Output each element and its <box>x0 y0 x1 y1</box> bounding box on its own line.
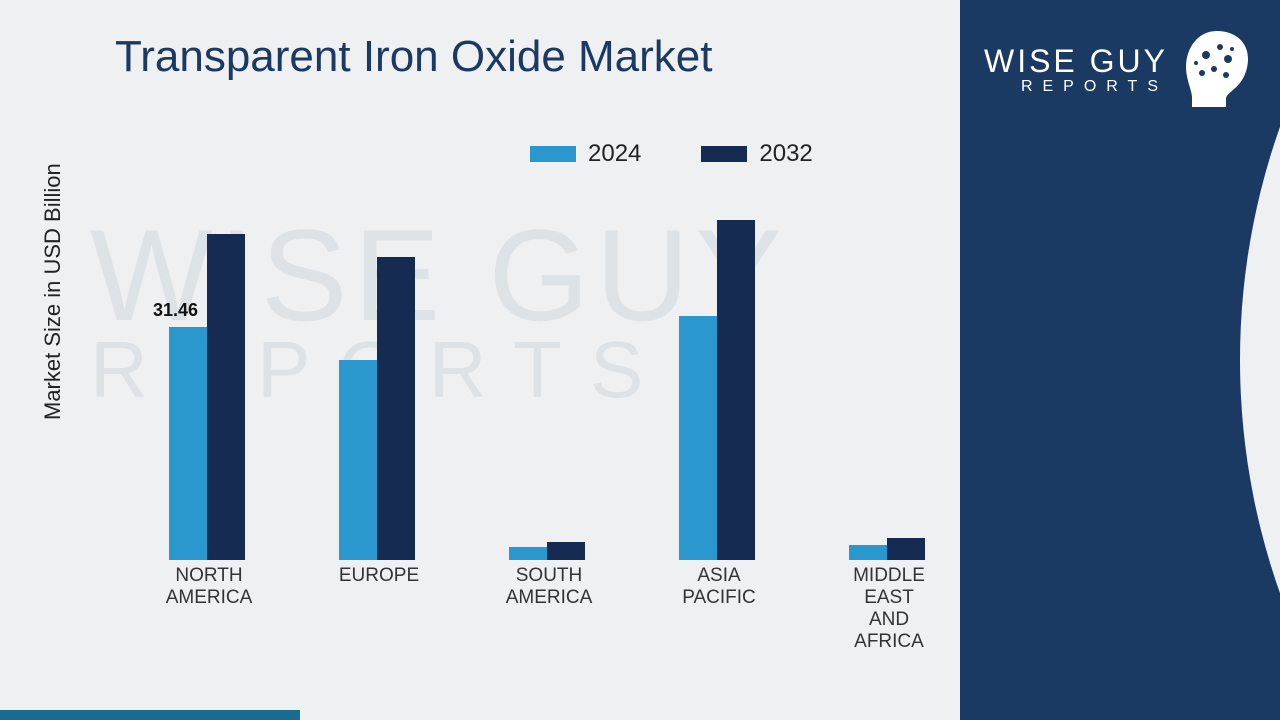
bar <box>887 538 925 560</box>
legend: 2024 2032 <box>530 140 813 168</box>
bar <box>377 257 415 560</box>
bar-group <box>499 190 599 560</box>
legend-item-2024: 2024 <box>530 140 641 168</box>
bar-group <box>329 190 429 560</box>
bar-group <box>839 190 939 560</box>
logo-line1: WISE GUY <box>984 43 1168 80</box>
bar <box>169 327 207 560</box>
x-axis-label: EUROPE <box>304 565 454 587</box>
logo-head-icon <box>1182 29 1252 109</box>
bar <box>717 220 755 560</box>
legend-swatch-2024 <box>530 146 576 162</box>
bar-group <box>669 190 769 560</box>
legend-label-2032: 2032 <box>759 140 812 168</box>
x-axis-label: ASIAPACIFIC <box>644 565 794 609</box>
x-axis-label: MIDDLEEASTANDAFRICA <box>814 565 964 652</box>
logo-text: WISE GUY REPORTS <box>984 43 1168 96</box>
bar <box>207 234 245 560</box>
wiseguy-logo: WISE GUY REPORTS <box>982 24 1252 114</box>
bar-group: 31.46 <box>159 190 259 560</box>
legend-label-2024: 2024 <box>588 140 641 168</box>
bar-value-label: 31.46 <box>153 300 198 321</box>
x-axis-label: SOUTHAMERICA <box>474 565 624 609</box>
legend-item-2032: 2032 <box>701 140 812 168</box>
bar <box>679 316 717 560</box>
plot-area: 31.46 <box>122 190 972 560</box>
bar <box>509 547 547 560</box>
logo-line2: REPORTS <box>984 78 1168 96</box>
bar <box>547 542 585 561</box>
legend-swatch-2032 <box>701 146 747 162</box>
bar <box>339 360 377 560</box>
infographic-stage: WISE GUY REPORTS Transparent Iron Oxide … <box>0 0 1280 720</box>
bottom-accent-bar <box>0 710 300 720</box>
x-axis-label: NORTHAMERICA <box>134 565 284 609</box>
chart-title: Transparent Iron Oxide Market <box>115 32 713 82</box>
chart: Market Size in USD Billion 2024 2032 31.… <box>50 140 990 700</box>
bar <box>849 545 887 560</box>
y-axis-label: Market Size in USD Billion <box>40 163 66 420</box>
